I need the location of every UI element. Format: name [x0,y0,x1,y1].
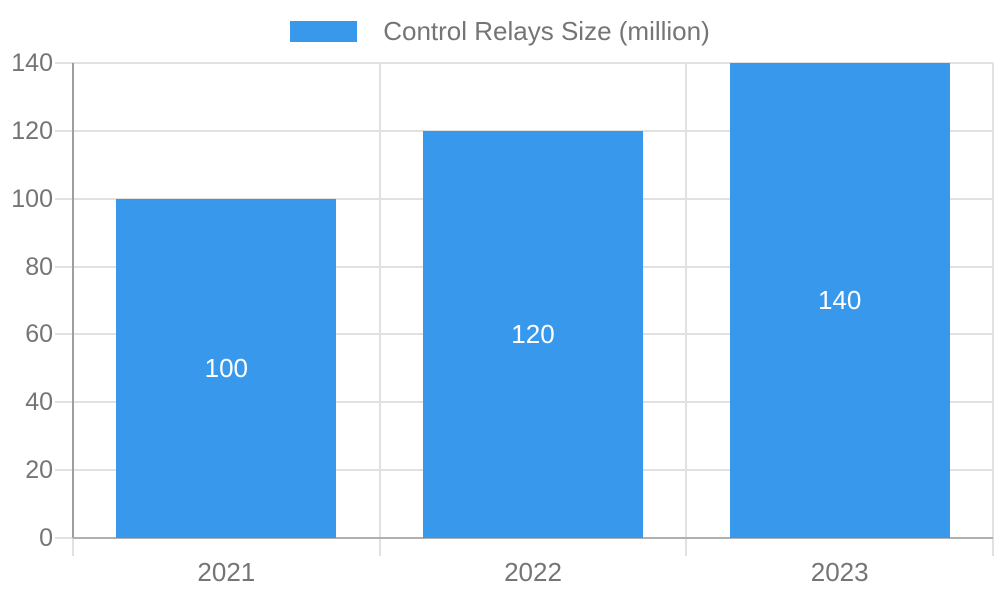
y-axis-tick-label: 120 [11,116,53,145]
y-axis-tick-label: 60 [25,320,53,349]
gridline-vertical [378,63,381,538]
legend-swatch-icon [290,20,358,42]
gridline-vertical [685,63,688,538]
y-axis-tick-label: 140 [11,49,53,77]
y-axis-tick-label: 100 [11,184,53,213]
y-axis-tick-label: 80 [25,252,53,281]
bar[interactable]: 140 [729,63,950,538]
gridline-vertical [992,63,994,538]
bar-value-label: 140 [817,285,862,315]
legend[interactable]: Control Relays Size (million) [0,16,1000,46]
bar-value-label: 100 [204,352,249,383]
y-axis-tick-label: 0 [39,524,53,552]
y-axis-tick [55,469,73,472]
x-axis-tick [992,538,994,556]
x-axis-tick-label: 2021 [197,557,256,587]
x-axis-tick [72,538,74,556]
y-axis-tick [55,537,73,539]
y-axis-line [72,63,74,538]
x-axis-tick [378,538,381,556]
y-axis-tick-label: 20 [25,456,53,485]
y-axis-tick-label: 40 [25,388,53,417]
legend-label: Control Relays Size (million) [383,16,710,46]
y-axis-tick [55,197,73,200]
x-axis-tick [685,538,688,556]
x-axis-tick-label: 2022 [504,557,562,587]
bar[interactable]: 120 [423,130,643,538]
bar[interactable]: 100 [116,198,337,538]
y-axis-tick [55,129,73,132]
x-axis-tick-label: 2023 [810,557,869,587]
y-axis-tick [55,401,73,404]
y-axis-tick [55,62,73,64]
y-axis-tick [55,333,73,336]
gridline-horizontal [73,62,993,64]
y-axis-tick [55,265,73,268]
x-axis-line [73,537,993,539]
bar-value-label: 120 [511,318,555,349]
